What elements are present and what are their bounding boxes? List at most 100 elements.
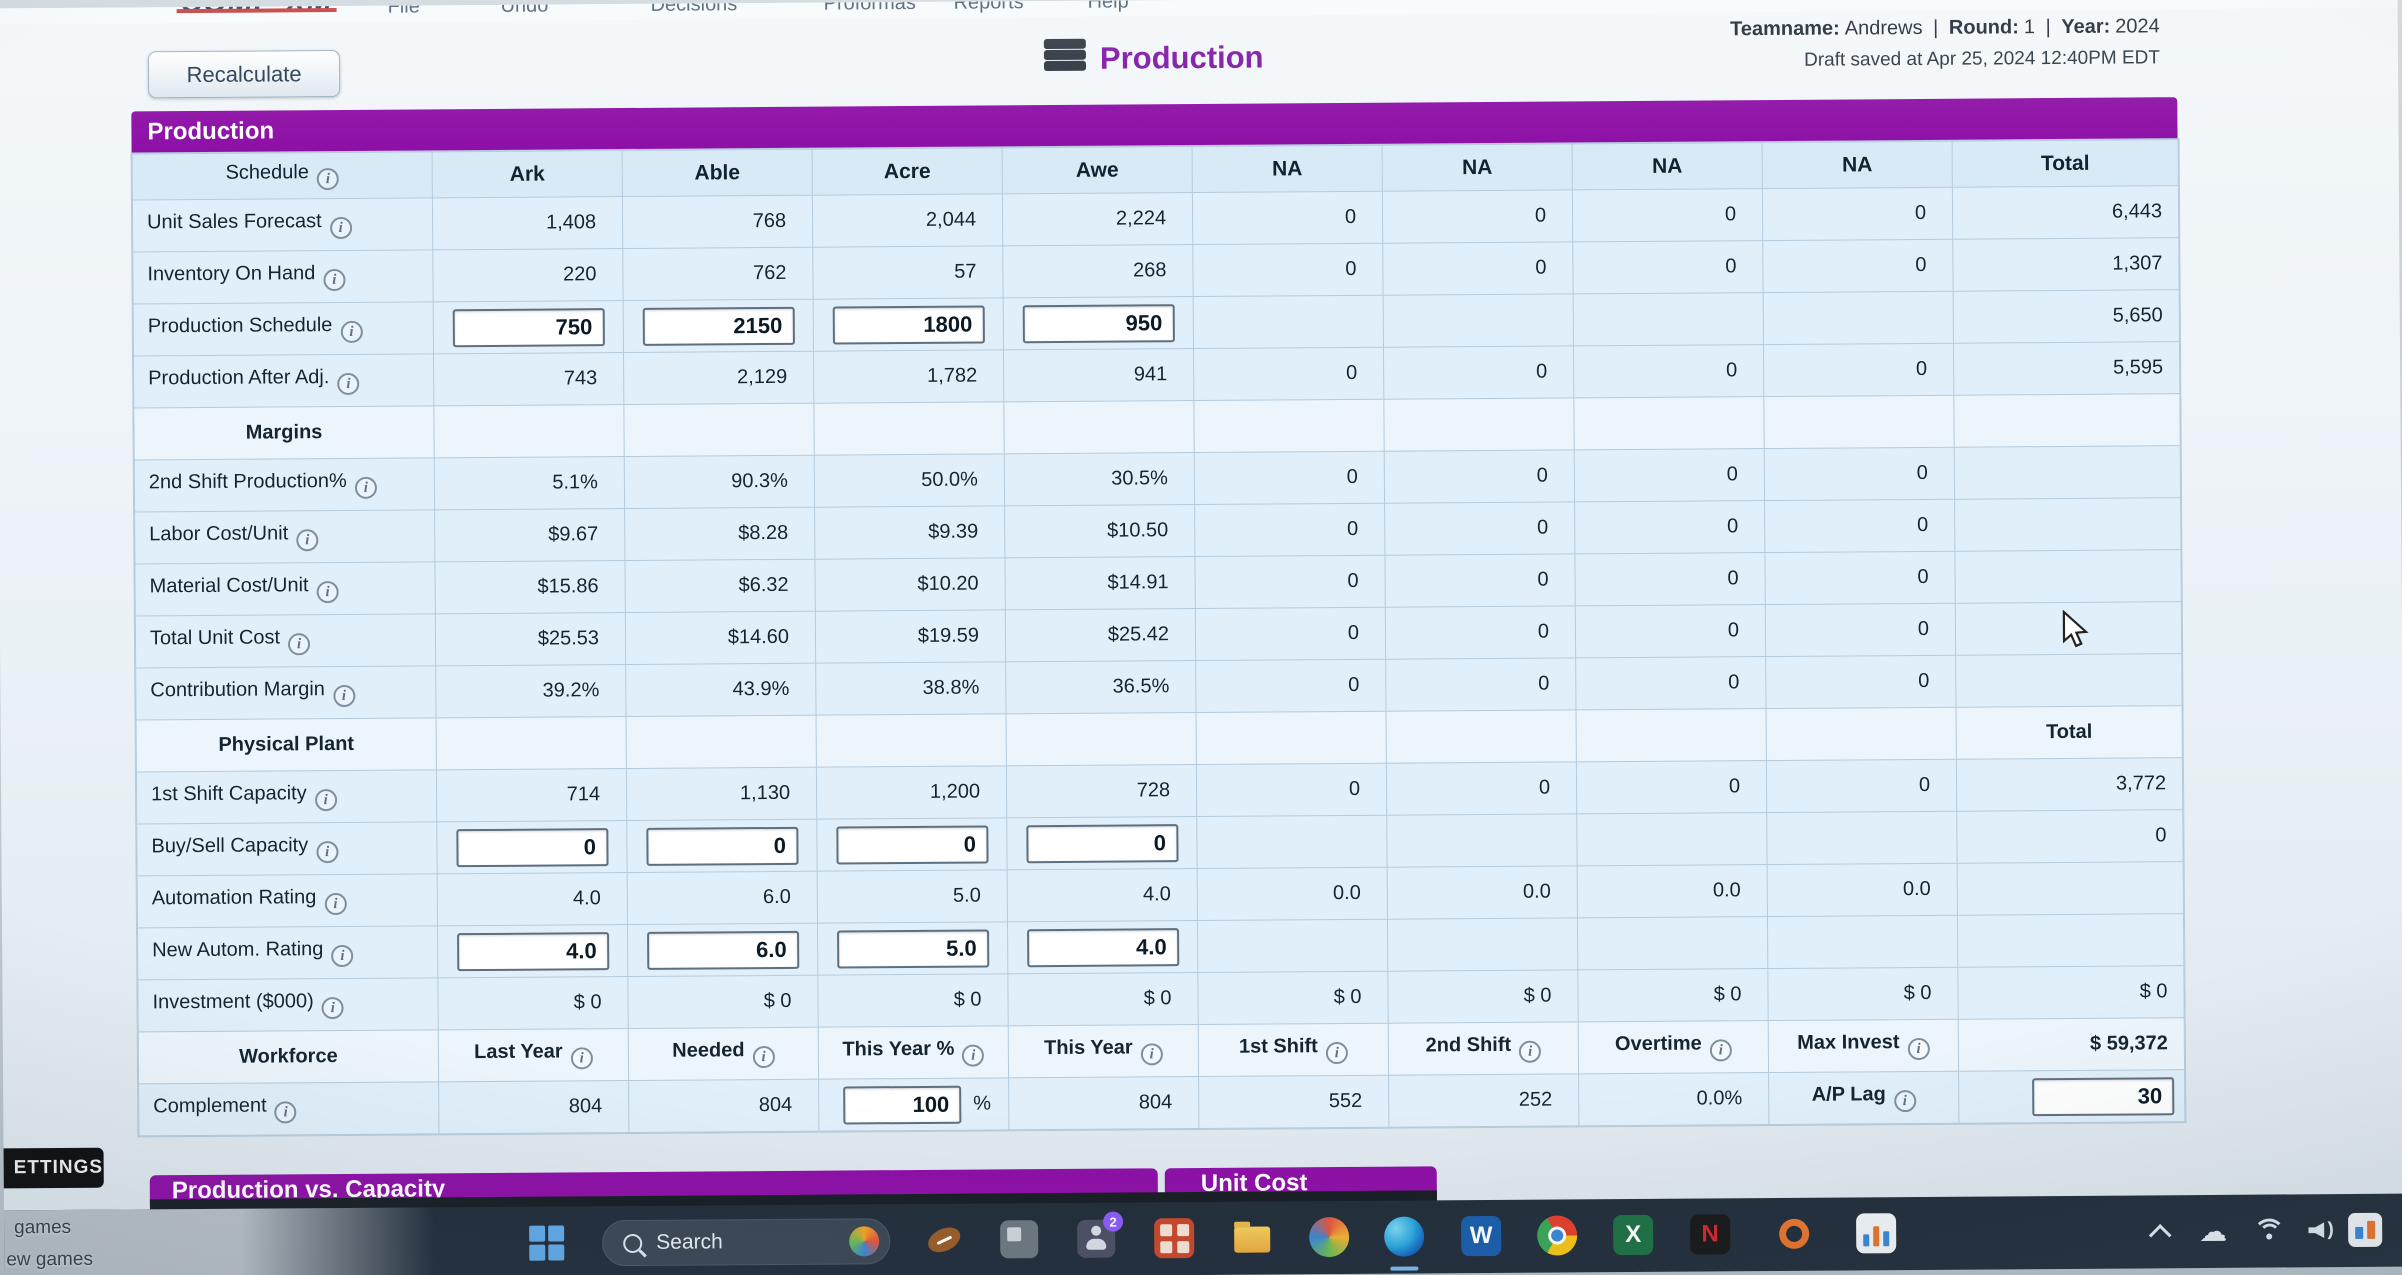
table-cell: 0 (1956, 809, 2184, 864)
production-schedule-input-acre[interactable] (832, 305, 985, 345)
table-cell (1383, 293, 1574, 348)
table-cell: 2,129 (623, 351, 814, 405)
production-schedule-input-able[interactable] (642, 306, 795, 346)
info-icon[interactable]: i (316, 168, 340, 191)
info-icon[interactable]: i (1325, 1042, 1348, 1065)
info-icon[interactable]: i (570, 1047, 593, 1070)
info-icon[interactable]: i (1893, 1090, 1916, 1113)
workforce-col-2nd-shift: 2nd Shift i (1388, 1021, 1579, 1076)
table-cell (623, 403, 815, 457)
table-cell: 762 (622, 247, 814, 301)
table-cell: $ 0 (1007, 972, 1199, 1026)
table-cell: 0 (1574, 500, 1765, 554)
info-icon[interactable]: i (354, 477, 377, 500)
menu-file[interactable]: File (387, 0, 420, 18)
taskbar-search[interactable]: Search (602, 1218, 891, 1267)
buy-sell-capacity-input-awe[interactable] (1025, 823, 1179, 863)
menu-undo[interactable]: Undo (500, 0, 549, 17)
page-title-block: Production (1043, 40, 1264, 78)
round-value: 1 (2023, 16, 2036, 39)
info-icon[interactable]: i (329, 217, 352, 240)
info-icon[interactable]: i (323, 269, 346, 292)
new-autom-rating-input-ark-cell (437, 924, 628, 978)
widgets-icon[interactable] (2344, 1209, 2386, 1251)
gray-app-icon[interactable] (998, 1218, 1040, 1260)
excel-icon[interactable]: X (1612, 1214, 1654, 1256)
recalculate-button[interactable]: Recalculate (147, 49, 341, 99)
info-icon[interactable]: i (321, 997, 344, 1020)
menu-proformas[interactable]: Proformas (823, 0, 916, 15)
ap-lag-days-input[interactable] (2032, 1076, 2175, 1116)
menu-reports[interactable]: Reports (953, 0, 1024, 14)
info-icon[interactable]: i (340, 321, 363, 344)
info-icon[interactable]: i (1907, 1038, 1930, 1061)
info-icon[interactable]: i (316, 841, 339, 864)
new-autom-rating-input-able[interactable] (646, 930, 799, 970)
info-icon[interactable]: i (324, 893, 347, 916)
table-cell: 90.3% (624, 455, 815, 509)
table-cell (816, 713, 1007, 768)
production-schedule-input-awe[interactable] (1022, 303, 1175, 343)
table-cell (433, 404, 625, 458)
info-icon[interactable]: i (314, 789, 337, 812)
new-autom-rating-input-acre[interactable] (836, 928, 989, 969)
tray-chevron-up-icon[interactable] (2139, 1210, 2181, 1252)
onedrive-cloud-icon[interactable] (2192, 1210, 2234, 1252)
search-label: Search (656, 1230, 723, 1254)
table-cell: 0 (1574, 552, 1766, 606)
volume-icon[interactable] (2300, 1209, 2342, 1251)
table-cell: $9.39 (814, 505, 1005, 560)
settings-tab[interactable]: ETTINGS (3, 1147, 104, 1189)
file-explorer-icon[interactable] (1231, 1217, 1273, 1259)
production-table: Schedule i Ark Able Acre Awe NA NA NA NA Total Unit… (131, 139, 2186, 1137)
info-icon[interactable]: i (1140, 1043, 1163, 1066)
wifi-icon[interactable] (2248, 1209, 2290, 1251)
menu-decisions[interactable]: Decisions (650, 0, 738, 16)
info-icon[interactable]: i (288, 633, 311, 656)
edge-browser-icon[interactable] (1383, 1215, 1425, 1257)
info-icon[interactable]: i (332, 685, 355, 708)
buy-sell-capacity-input-acre[interactable] (835, 824, 989, 865)
info-icon[interactable]: i (962, 1044, 985, 1067)
table-cell: 0 (1762, 239, 1954, 293)
table-cell: 0 (1194, 555, 1386, 609)
orange-o-app-icon[interactable] (1773, 1213, 1815, 1255)
new-autom-rating-input-awe[interactable] (1026, 927, 1179, 967)
info-icon[interactable]: i (1709, 1039, 1732, 1062)
grid-app-icon[interactable] (1153, 1217, 1195, 1259)
info-icon[interactable]: i (316, 581, 339, 604)
table-cell: $ 0 (1957, 965, 2185, 1020)
table-cell: 804 (1008, 1076, 1199, 1130)
buy-sell-capacity-input-able[interactable] (645, 826, 799, 866)
workforce-col-overtime: Overtime i (1578, 1020, 1769, 1074)
workforce-col-this-year: This Year i (1008, 1024, 1199, 1078)
teams-icon[interactable]: 2 (1075, 1211, 1124, 1260)
colorful-ball-app-icon[interactable] (1308, 1216, 1350, 1258)
menu-help[interactable]: Help (1087, 0, 1129, 13)
chrome-icon[interactable] (1536, 1214, 1578, 1256)
info-icon[interactable]: i (274, 1101, 297, 1124)
material-cost-unit-label: Material Cost/Unit i (134, 561, 436, 616)
info-icon[interactable]: i (337, 373, 360, 396)
table-cell: 1,130 (626, 767, 817, 821)
table-cell: 38.8% (815, 661, 1007, 716)
start-button-icon[interactable] (525, 1221, 567, 1263)
table-cell (1766, 811, 1958, 865)
info-icon[interactable]: i (752, 1046, 775, 1069)
table-cell: 0.0 (1197, 867, 1388, 921)
chart-app-icon[interactable] (1855, 1212, 1897, 1254)
word-icon[interactable]: W (1460, 1215, 1502, 1257)
new-autom-rating-input-ark[interactable] (456, 931, 609, 971)
football-app-icon[interactable] (923, 1219, 965, 1261)
buy-sell-capacity-input-ark[interactable] (455, 827, 609, 867)
info-icon[interactable]: i (331, 945, 354, 968)
info-icon[interactable]: i (296, 529, 319, 552)
table-cell: 220 (432, 248, 624, 302)
production-schedule-input-ark[interactable] (452, 307, 605, 347)
table-cell: 1,200 (816, 765, 1007, 820)
n-app-icon[interactable]: N (1689, 1213, 1731, 1255)
info-icon[interactable]: i (1519, 1040, 1542, 1064)
this-year-pct-input[interactable] (843, 1085, 962, 1125)
table-cell: 0 (1573, 344, 1764, 398)
